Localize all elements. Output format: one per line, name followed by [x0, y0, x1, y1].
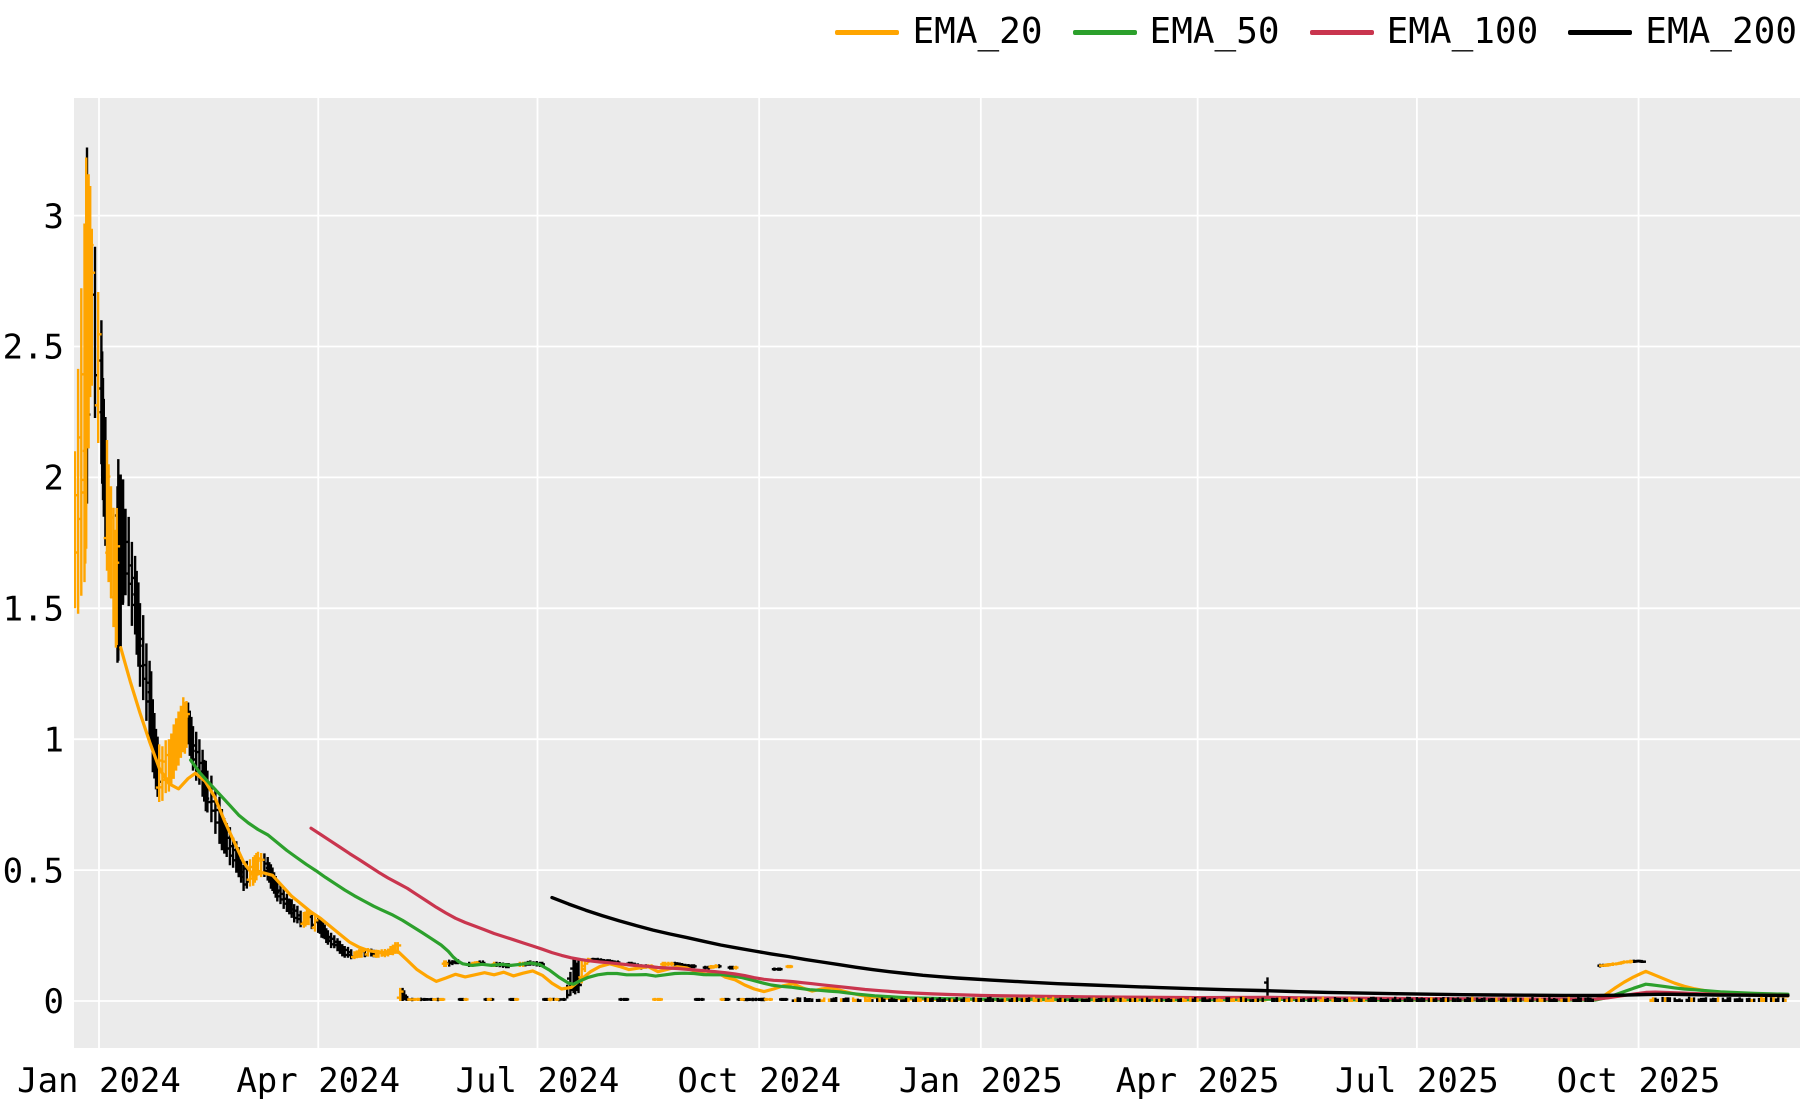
- legend-label-ema-200: EMA_200: [1645, 11, 1797, 52]
- y-tick-label: 0: [44, 982, 64, 1022]
- line-ema_200: [550, 895, 1790, 998]
- x-tick-labels: Jan 2024 Apr 2024 Jul 2024 Oct 2024 Jan 2025…: [17, 1061, 1720, 1100]
- gridlines: [74, 98, 1800, 1048]
- near-zero-ticks: [791, 996, 1787, 1002]
- legend-label-ema-20: EMA_20: [912, 11, 1043, 52]
- legend-item-ema-50: EMA_50: [1072, 8, 1280, 56]
- legend-swatch-ema-20-icon: [835, 29, 900, 35]
- legend-item-ema-100: EMA_100: [1309, 8, 1539, 56]
- x-tick-label: Jan 2025: [899, 1061, 1063, 1100]
- y-tick-label: 1.5: [3, 590, 64, 630]
- y-tick-label: 3: [44, 197, 64, 237]
- y-tick-label: 1: [44, 720, 64, 760]
- legend: EMA_20 EMA_50 EMA_100 EMA_200: [835, 8, 1797, 56]
- x-tick-label: Jul 2024: [456, 1061, 620, 1100]
- x-tick-label: Apr 2024: [236, 1061, 400, 1100]
- y-tick-label: 0.5: [3, 851, 64, 891]
- legend-item-ema-20: EMA_20: [835, 8, 1043, 56]
- y-tick-label: 2.5: [3, 328, 64, 368]
- x-tick-label: Jul 2025: [1335, 1061, 1499, 1100]
- y-tick-label: 2: [44, 459, 64, 499]
- legend-item-ema-200: EMA_200: [1568, 8, 1797, 56]
- x-tick-label: Oct 2025: [1557, 1061, 1721, 1100]
- legend-swatch-ema-200-icon: [1568, 29, 1633, 35]
- legend-label-ema-50: EMA_50: [1149, 11, 1280, 52]
- plot-background: [74, 98, 1800, 1048]
- y-tick-labels: 0 0.5 1 1.5 2 2.5 3: [3, 197, 64, 1022]
- legend-swatch-ema-100-icon: [1309, 29, 1374, 35]
- x-tick-label: Oct 2024: [677, 1061, 841, 1100]
- x-tick-label: Jan 2024: [17, 1061, 181, 1100]
- legend-swatch-ema-50-icon: [1072, 29, 1137, 35]
- legend-label-ema-100: EMA_100: [1386, 11, 1539, 52]
- x-tick-label: Apr 2025: [1116, 1061, 1280, 1100]
